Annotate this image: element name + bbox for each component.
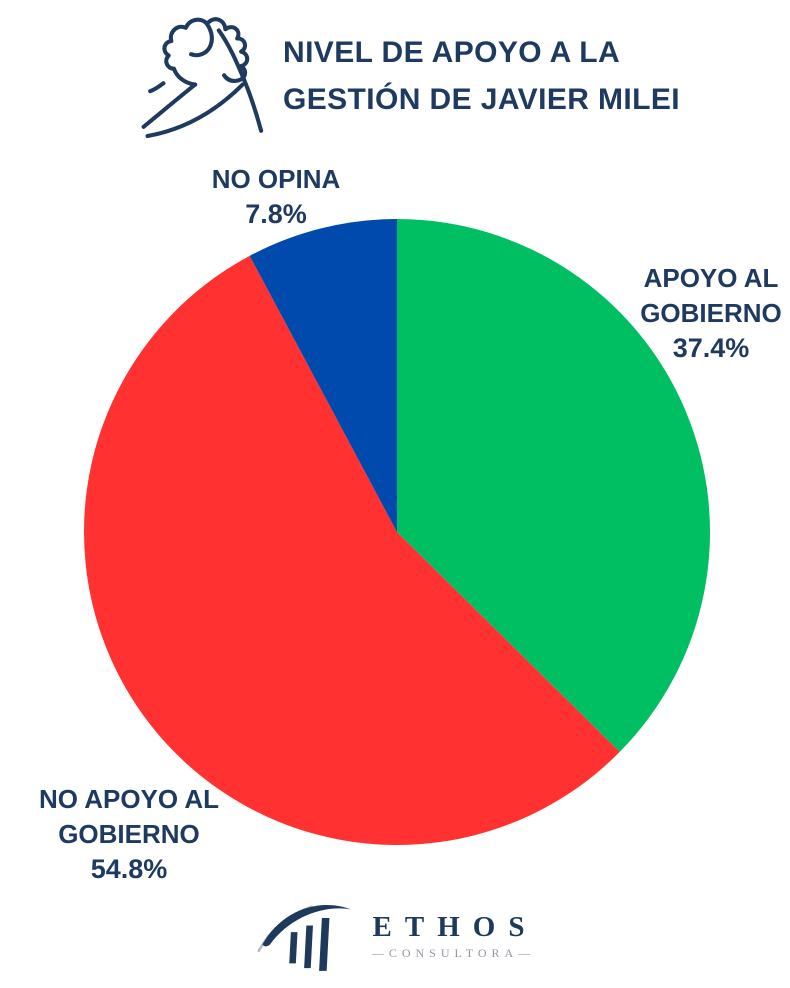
slice-label-apoyo-al-gobierno: APOYO AL GOBIERNO 37.4% <box>611 261 790 366</box>
pie-slice-apoyo-al-gobierno <box>397 219 710 752</box>
slice-label-value: 54.8% <box>90 854 168 884</box>
brand-tagline: —CONSULTORA— <box>371 945 536 960</box>
pie-slice-no-opina <box>249 219 397 532</box>
slice-label-text: APOYO AL GOBIERNO <box>640 263 782 328</box>
slice-label-text: NO OPINA <box>211 164 341 194</box>
pillars-swoosh-icon <box>253 897 357 973</box>
title-line-2: GESTIÓN DE JAVIER MILEI <box>283 83 681 116</box>
title-line-1: NIVEL DE APOYO A LA <box>283 36 621 69</box>
handshake-icon <box>136 8 270 140</box>
handshake-icon-svg <box>141 17 264 139</box>
page-title: NIVEL DE APOYO A LA GESTIÓN DE JAVIER MI… <box>283 29 680 123</box>
pillars-swoosh-icon-svg <box>256 904 351 971</box>
slice-label-value: 7.8% <box>245 199 307 229</box>
brand-name: ETHOS <box>372 910 538 943</box>
pie-slice-no-apoyo-al-gobierno <box>84 255 620 845</box>
footer-brand: ETHOS —CONSULTORA— <box>0 897 790 973</box>
slice-label-value: 37.4% <box>672 333 750 363</box>
pie-svg <box>84 219 710 845</box>
slice-label-no-apoyo-al-gobierno: NO APOYO AL GOBIERNO 54.8% <box>14 782 244 887</box>
slice-label-no-opina: NO OPINA 7.8% <box>156 162 396 232</box>
brand-text-block: ETHOS —CONSULTORA— <box>367 910 538 961</box>
slice-label-text: NO APOYO AL GOBIERNO <box>38 784 220 849</box>
